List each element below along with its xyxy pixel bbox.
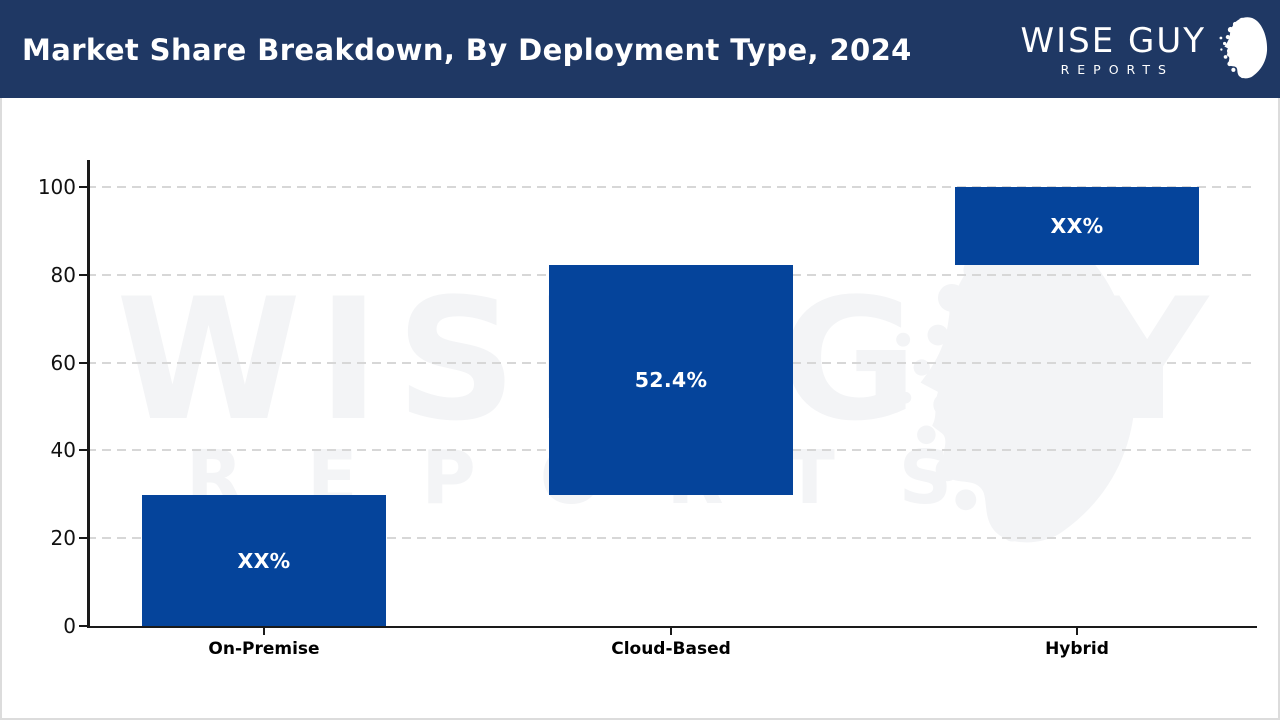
gridline-y-20: [87, 537, 1257, 540]
x-axis-tick: [263, 628, 265, 635]
x-axis-category-label: Cloud-Based: [611, 639, 731, 659]
watermark-dotted-face-icon: [896, 235, 1136, 543]
y-axis-tick-label: 100: [37, 175, 76, 199]
x-axis-tick: [1076, 628, 1078, 635]
y-axis-tick: [79, 449, 87, 452]
y-axis-tick: [79, 361, 87, 364]
brand-logo: WISE GUY REPORTS: [1020, 8, 1268, 92]
brand-wordmark: WISE GUY: [1020, 21, 1206, 62]
y-axis-tick-label: 20: [50, 526, 76, 551]
bar-value-label: 52.4%: [634, 368, 708, 393]
y-axis-tick-label: 80: [50, 262, 76, 287]
x-axis-category-label: On-Premise: [208, 639, 320, 659]
logo-dotted-face-icon: [1219, 17, 1268, 79]
bar-value-label: XX%: [237, 548, 291, 573]
y-axis-tick-label: 40: [50, 438, 76, 463]
y-axis-tick-label: 60: [50, 350, 76, 375]
header-bar: Market Share Breakdown, By Deployment Ty…: [0, 0, 1280, 98]
y-axis-tick-label: 0: [63, 614, 76, 638]
y-axis-tick: [79, 625, 87, 627]
page-border-bottom: [0, 718, 1280, 720]
bar-hybrid: XX%: [955, 187, 1199, 266]
brand-reports-text: REPORTS: [1060, 61, 1174, 77]
bar-value-label: XX%: [1050, 214, 1104, 239]
gridline-y-100: [87, 186, 1257, 188]
chart-title: Market Share Breakdown, By Deployment Ty…: [22, 33, 912, 67]
bar-on-premise: XX%: [142, 495, 386, 626]
y-axis-tick: [79, 186, 87, 188]
x-axis-tick: [670, 628, 672, 635]
y-axis-tick: [79, 273, 87, 276]
page-border-left: [0, 98, 2, 720]
brand-logo-text: WISE GUY REPORTS: [1020, 21, 1206, 77]
x-axis-line: [87, 625, 1257, 628]
bar-cloud-based: 52.4%: [549, 265, 793, 496]
page-border-right: [1278, 98, 1280, 720]
y-axis-line: [87, 160, 90, 628]
y-axis-tick: [79, 537, 87, 540]
x-axis-category-label: Hybrid: [1045, 639, 1109, 659]
